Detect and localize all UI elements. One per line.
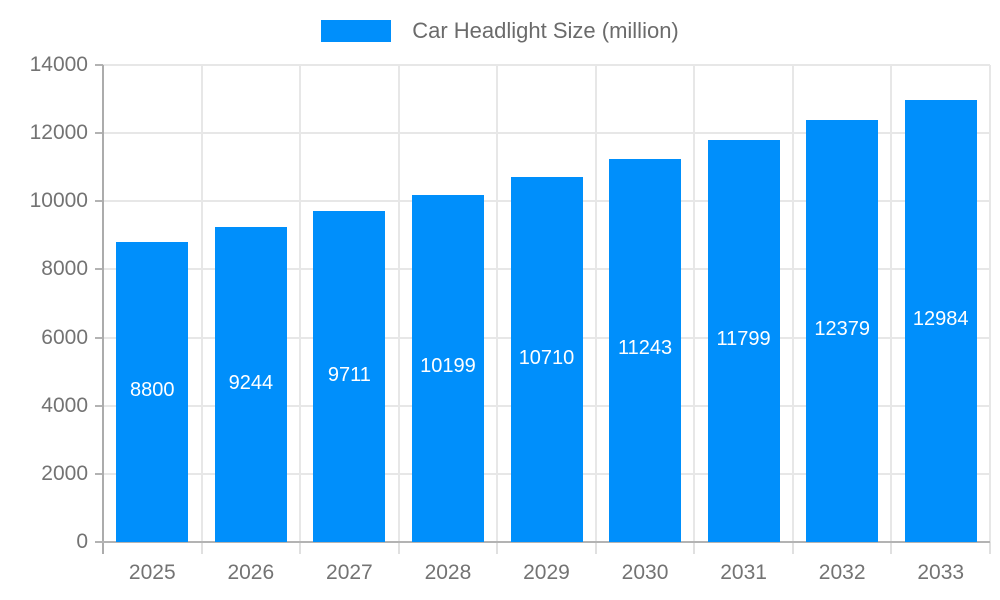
v-gridline xyxy=(989,65,991,542)
bar-2031 xyxy=(707,139,780,542)
bar-value-label: 12379 xyxy=(814,318,870,341)
bar-value-label: 12984 xyxy=(912,307,969,330)
x-tick-label: 2033 xyxy=(917,561,965,584)
x-tick-label: 2032 xyxy=(818,561,866,584)
bar-2033 xyxy=(904,99,977,542)
bar-value-label: 11799 xyxy=(716,327,771,350)
x-axis-tick xyxy=(890,542,893,554)
bar-value-label: 9244 xyxy=(228,371,274,394)
v-gridline xyxy=(200,65,203,542)
bar-2032 xyxy=(806,120,879,542)
y-axis-line xyxy=(102,65,104,554)
h-gridline xyxy=(103,64,990,66)
x-axis-tick xyxy=(791,542,794,554)
x-tick-label: 2031 xyxy=(720,561,767,584)
bar-value-label: 10199 xyxy=(420,355,476,378)
bar-2029 xyxy=(510,177,583,542)
y-axis-tick xyxy=(95,268,103,271)
x-axis-tick xyxy=(397,542,400,554)
bar-2026 xyxy=(214,227,287,542)
x-axis-line xyxy=(95,541,990,543)
v-gridline xyxy=(890,65,893,542)
y-tick-label: 6000 xyxy=(41,325,88,349)
x-axis-tick xyxy=(594,542,597,554)
x-tick-label: 2026 xyxy=(227,561,275,584)
y-tick-label: 14000 xyxy=(29,53,88,76)
bar-value-label: 9711 xyxy=(327,363,371,386)
bar-2030 xyxy=(609,158,682,542)
x-axis-tick xyxy=(299,542,302,554)
v-gridline xyxy=(594,65,597,542)
legend-label: Car Headlight Size (million) xyxy=(412,18,679,43)
y-axis-tick xyxy=(95,472,103,475)
v-gridline xyxy=(397,65,400,542)
h-gridline xyxy=(103,132,990,135)
x-axis-tick xyxy=(496,542,499,554)
x-axis-tick xyxy=(693,542,696,554)
y-axis-tick xyxy=(95,132,103,135)
y-axis-tick xyxy=(95,200,103,203)
bar-value-label: 11243 xyxy=(617,337,673,360)
y-tick-label: 2000 xyxy=(41,461,88,485)
v-gridline xyxy=(791,65,794,542)
x-tick-label: 2029 xyxy=(523,561,570,584)
v-gridline xyxy=(693,65,696,542)
v-gridline xyxy=(299,65,302,542)
y-tick-label: 0 xyxy=(76,530,88,553)
x-tick-label: 2027 xyxy=(326,561,373,584)
x-tick-label: 2028 xyxy=(424,561,472,584)
y-axis-tick xyxy=(95,64,103,66)
v-gridline xyxy=(496,65,499,542)
bar-value-label: 10710 xyxy=(518,346,575,369)
bar-2028 xyxy=(411,194,484,542)
y-tick-label: 10000 xyxy=(29,189,88,213)
chart-legend[interactable]: Car Headlight Size (million) xyxy=(0,18,1000,44)
y-axis-tick xyxy=(95,404,103,407)
x-axis-tick xyxy=(989,542,991,554)
x-tick-label: 2030 xyxy=(621,561,669,584)
x-tick-label: 2025 xyxy=(128,561,176,584)
y-tick-label: 12000 xyxy=(29,121,88,145)
y-tick-label: 8000 xyxy=(41,257,88,281)
bar-2025 xyxy=(116,242,189,542)
y-tick-label: 4000 xyxy=(41,393,88,417)
y-axis-tick xyxy=(95,336,103,339)
bar-2027 xyxy=(313,211,386,542)
x-axis-tick xyxy=(200,542,203,554)
legend-swatch xyxy=(321,20,392,42)
bar-value-label: 8800 xyxy=(130,379,175,402)
